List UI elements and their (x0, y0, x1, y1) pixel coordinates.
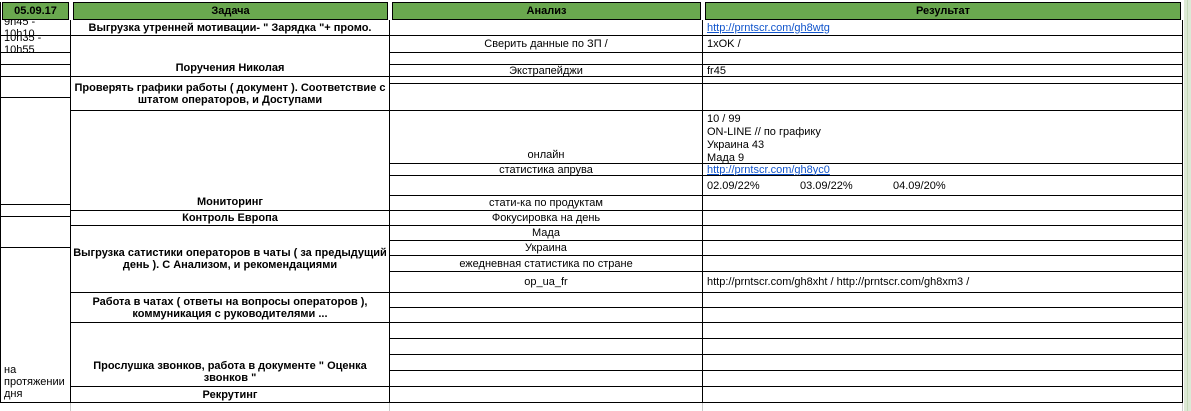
task-morning-cell[interactable]: Выгрузка утренней мотивации- " Зарядка "… (71, 20, 390, 36)
online-status-line: 10 / 99 (707, 113, 741, 125)
result-empty-cell[interactable] (703, 77, 1183, 84)
analysis-empty-cell[interactable] (390, 53, 703, 65)
time-slot-1-cell[interactable]: 9h45 - 10h10 (0, 20, 71, 36)
result-op-links-cell[interactable]: http://prntscr.com/gh8xht / http://prnts… (703, 272, 1183, 293)
task-header-cell[interactable]: Задача (73, 2, 388, 20)
task-control-europe-cell[interactable]: Контроль Европа (71, 211, 390, 226)
analysis-empty-cell[interactable] (390, 308, 703, 323)
column-analysis: Анализ Сверить данные по ЗП / Экстрапейд… (390, 0, 703, 403)
time-empty-cell[interactable] (0, 65, 71, 77)
analysis-empty-cell[interactable] (390, 20, 703, 36)
analysis-empty-cell[interactable] (390, 355, 703, 371)
result-empty-cell[interactable] (703, 84, 1183, 111)
result-empty-cell[interactable] (703, 53, 1183, 65)
result-empty-cell[interactable] (703, 387, 1183, 403)
result-empty-cell[interactable] (703, 196, 1183, 211)
approve-screenshot-link[interactable]: http://prntscr.com/gh8yc0 (707, 164, 830, 176)
column-time: 05.09.17 9h45 - 10h10 10h35 - 10h55 на п… (0, 0, 71, 403)
sheet-gridline-right (1187, 0, 1188, 411)
approve-day-value: 04.09/20% (893, 179, 946, 192)
result-empty-cell[interactable] (703, 371, 1183, 387)
online-status-line: ON-LINE // по графику (707, 126, 821, 138)
time-all-day-cell[interactable]: на протяжении дня (0, 248, 71, 403)
result-empty-cell[interactable] (703, 339, 1183, 355)
analysis-empty-cell[interactable] (390, 371, 703, 387)
task-recruiting-cell[interactable]: Рекрутинг (71, 387, 390, 403)
analysis-header-cell[interactable]: Анализ (392, 2, 701, 20)
result-online-status-cell[interactable]: 10 / 99 ON-LINE // по графику Украина 43… (703, 111, 1183, 164)
column-task: Задача Выгрузка утренней мотивации- " За… (71, 0, 390, 403)
task-chats-cell[interactable]: Работа в чатах ( ответы на вопросы опера… (71, 293, 390, 323)
analysis-extrapage-cell[interactable]: Экстрапейджи (390, 65, 703, 77)
result-empty-cell[interactable] (703, 308, 1183, 323)
analysis-empty-cell[interactable] (390, 323, 703, 339)
analysis-online-cell[interactable]: онлайн (390, 111, 703, 164)
result-empty-cell[interactable] (703, 293, 1183, 308)
approve-day-value: 02.09/22% (707, 179, 760, 192)
result-empty-cell[interactable] (703, 211, 1183, 226)
analysis-country-stats-cell[interactable]: ежедневная статистика по стране (390, 256, 703, 272)
analysis-mada-cell[interactable]: Мада (390, 226, 703, 241)
result-extrapage-cell[interactable]: fr45 (703, 65, 1183, 77)
approve-day-value: 03.09/22% (800, 179, 853, 192)
sheet-gridline-bottom (389, 403, 390, 411)
analysis-ukraine-cell[interactable]: Украина (390, 241, 703, 256)
sheet-gridline-bottom (70, 403, 71, 411)
result-empty-cell[interactable] (703, 241, 1183, 256)
analysis-op-ua-fr-cell[interactable]: op_ua_fr (390, 272, 703, 293)
analysis-empty-cell[interactable] (390, 387, 703, 403)
result-zp-cell[interactable]: 1xOK / (703, 36, 1183, 53)
time-slot-2-cell[interactable]: 10h35 - 10h55 (0, 36, 71, 53)
morning-screenshot-link[interactable]: http://prntscr.com/gh8wtg (707, 21, 830, 34)
analysis-empty-cell[interactable] (390, 77, 703, 84)
task-calls-cell[interactable]: Прослушка звонков, работа в документе " … (71, 323, 390, 387)
result-empty-cell[interactable] (703, 323, 1183, 339)
result-header-cell[interactable]: Результат (705, 2, 1181, 20)
task-schedules-cell[interactable]: Проверять графики работы ( документ ). С… (71, 77, 390, 111)
task-nikolay-cell[interactable]: Поручения Николая (71, 36, 390, 77)
result-empty-cell[interactable] (703, 256, 1183, 272)
analysis-approve-stats-cell[interactable]: статистика апрува (390, 164, 703, 176)
sheet-gridline-bottom (702, 403, 703, 411)
analysis-empty-cell[interactable] (390, 84, 703, 111)
time-empty-cell[interactable] (0, 53, 71, 65)
result-approve-link-cell[interactable]: http://prntscr.com/gh8yc0 (703, 164, 1183, 176)
sheet-gridline-bottom (1182, 403, 1183, 411)
task-stats-upload-cell[interactable]: Выгрузка сатистики операторов в чаты ( з… (71, 226, 390, 293)
date-header-cell[interactable]: 05.09.17 (2, 2, 69, 20)
time-empty-cell[interactable] (0, 205, 71, 217)
time-empty-cell[interactable] (0, 77, 71, 98)
result-empty-cell[interactable] (703, 355, 1183, 371)
analysis-product-stats-cell[interactable]: стати-ка по продуктам (390, 196, 703, 211)
time-empty-cell[interactable] (0, 98, 71, 205)
online-status-line: Мада 9 (707, 152, 745, 164)
table-left-border (0, 2, 1, 403)
result-empty-cell[interactable] (703, 226, 1183, 241)
analysis-day-focus-cell[interactable]: Фокусировка на день (390, 211, 703, 226)
analysis-empty-cell[interactable] (390, 339, 703, 355)
task-monitoring-cell[interactable]: Мониторинг (71, 111, 390, 211)
result-approve-days-cell[interactable]: 02.09/22% 03.09/22% 04.09/20% (703, 176, 1183, 196)
result-morning-link-cell[interactable]: http://prntscr.com/gh8wtg (703, 20, 1183, 36)
time-empty-cell[interactable] (0, 217, 71, 248)
analysis-empty-cell[interactable] (390, 293, 703, 308)
analysis-empty-cell[interactable] (390, 176, 703, 196)
online-status-line: Украина 43 (707, 139, 765, 151)
analysis-zp-cell[interactable]: Сверить данные по ЗП / (390, 36, 703, 53)
column-result: Результат http://prntscr.com/gh8wtg 1xOK… (703, 0, 1183, 403)
